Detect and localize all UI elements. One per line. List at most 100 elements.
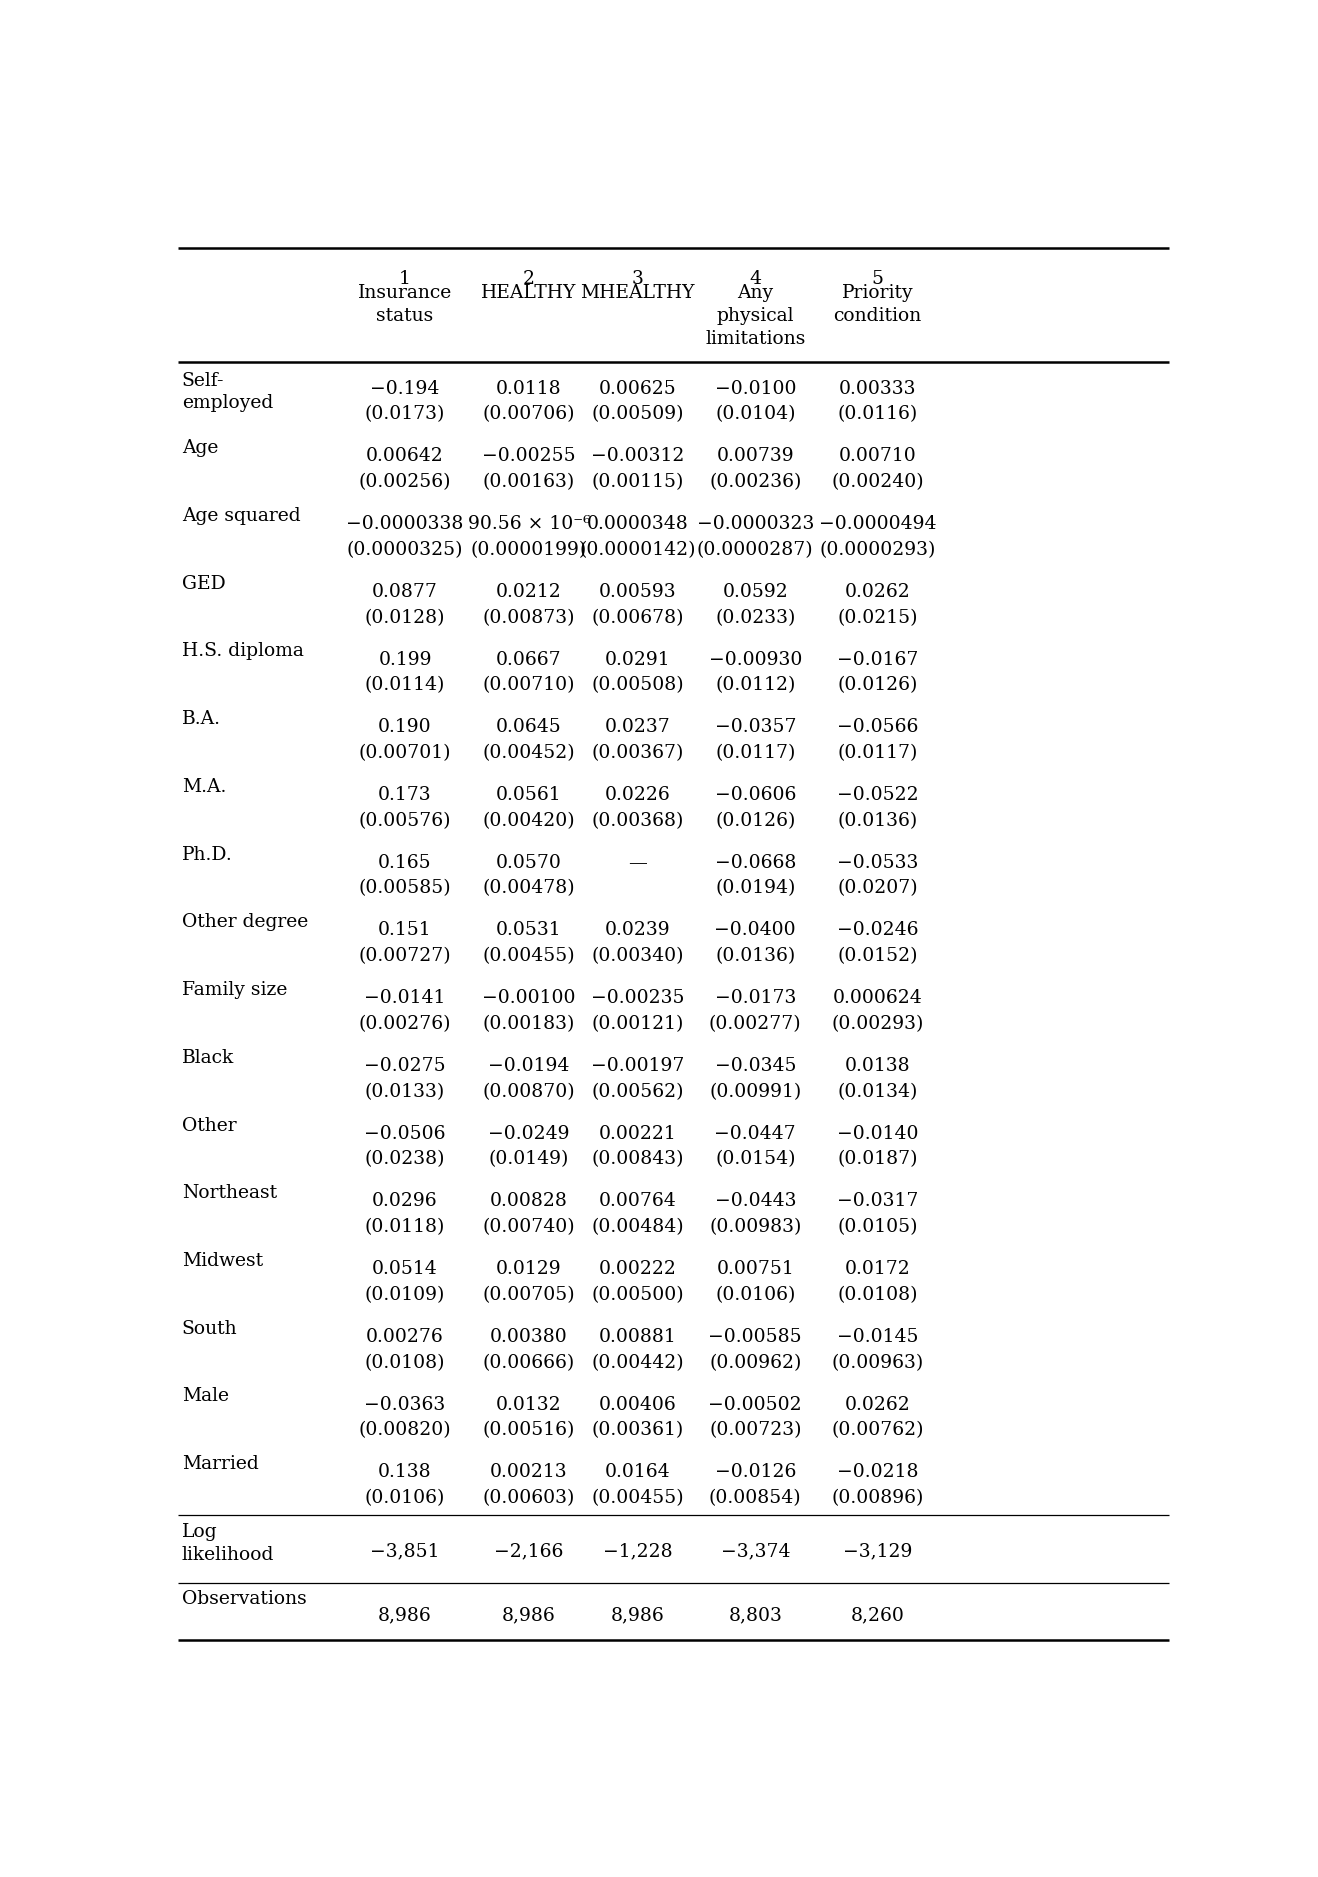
Text: (0.00163): (0.00163) xyxy=(482,473,575,492)
Text: −1,228: −1,228 xyxy=(602,1543,672,1560)
Text: 5: 5 xyxy=(871,270,884,287)
Text: Log
likelihood: Log likelihood xyxy=(182,1522,274,1564)
Text: (0.00508): (0.00508) xyxy=(592,676,684,694)
Text: 0.0212: 0.0212 xyxy=(496,584,561,601)
Text: (0.00367): (0.00367) xyxy=(592,743,684,762)
Text: 0.0645: 0.0645 xyxy=(496,719,561,736)
Text: (0.0233): (0.0233) xyxy=(716,608,796,627)
Text: H.S. diploma: H.S. diploma xyxy=(182,642,303,661)
Text: (0.00963): (0.00963) xyxy=(832,1353,924,1372)
Text: (0.0105): (0.0105) xyxy=(837,1218,919,1237)
Text: (0.00576): (0.00576) xyxy=(358,811,451,830)
Text: (0.0114): (0.0114) xyxy=(365,676,445,694)
Text: −0.00100: −0.00100 xyxy=(482,989,576,1008)
Text: −0.0317: −0.0317 xyxy=(837,1192,919,1211)
Text: (0.00870): (0.00870) xyxy=(482,1083,576,1100)
Text: (0.0134): (0.0134) xyxy=(837,1083,917,1100)
Text: (0.0108): (0.0108) xyxy=(365,1353,445,1372)
Text: (0.0106): (0.0106) xyxy=(365,1488,445,1507)
Text: (0.00762): (0.00762) xyxy=(832,1421,924,1440)
Text: (0.00962): (0.00962) xyxy=(709,1353,801,1372)
Text: −0.0000323: −0.0000323 xyxy=(697,514,815,533)
Text: 0.00751: 0.00751 xyxy=(717,1259,795,1278)
Text: 0.173: 0.173 xyxy=(378,786,432,803)
Text: 0.00881: 0.00881 xyxy=(598,1327,676,1346)
Text: −0.0566: −0.0566 xyxy=(837,719,919,736)
Text: 0.0514: 0.0514 xyxy=(372,1259,438,1278)
Text: (0.00710): (0.00710) xyxy=(482,676,575,694)
Text: 0.00625: 0.00625 xyxy=(598,379,676,398)
Text: 0.0172: 0.0172 xyxy=(845,1259,911,1278)
Text: (0.0238): (0.0238) xyxy=(365,1151,445,1167)
Text: 0.00276: 0.00276 xyxy=(366,1327,444,1346)
Text: (0.00500): (0.00500) xyxy=(592,1286,684,1305)
Text: (0.00420): (0.00420) xyxy=(482,811,576,830)
Text: −0.0533: −0.0533 xyxy=(837,854,919,871)
Text: (0.0000325): (0.0000325) xyxy=(347,541,463,559)
Text: (0.00368): (0.00368) xyxy=(592,811,684,830)
Text: (0.0136): (0.0136) xyxy=(838,811,917,830)
Text: Observations: Observations xyxy=(182,1590,307,1609)
Text: Age squared: Age squared xyxy=(182,507,301,526)
Text: (0.0194): (0.0194) xyxy=(716,880,796,897)
Text: MHEALTHY: MHEALTHY xyxy=(580,283,695,302)
Text: −0.0000338: −0.0000338 xyxy=(347,514,464,533)
Text: −0.0400: −0.0400 xyxy=(714,922,796,940)
Text: 0.00739: 0.00739 xyxy=(717,447,795,465)
Text: Black: Black xyxy=(182,1049,235,1066)
Text: (0.00820): (0.00820) xyxy=(358,1421,451,1440)
Text: −0.0167: −0.0167 xyxy=(837,651,919,668)
Text: (0.00603): (0.00603) xyxy=(482,1488,575,1507)
Text: −0.0173: −0.0173 xyxy=(714,989,796,1008)
Text: −0.0443: −0.0443 xyxy=(714,1192,796,1211)
Text: (0.00706): (0.00706) xyxy=(482,405,575,424)
Text: (0.0106): (0.0106) xyxy=(716,1286,796,1305)
Text: (0.00115): (0.00115) xyxy=(592,473,684,492)
Text: (0.0116): (0.0116) xyxy=(838,405,917,424)
Text: 90.56 × 10⁻⁶: 90.56 × 10⁻⁶ xyxy=(468,514,590,533)
Text: Self-
employed: Self- employed xyxy=(182,372,273,413)
Text: 0.00333: 0.00333 xyxy=(840,379,916,398)
Text: (0.0109): (0.0109) xyxy=(365,1286,445,1305)
Text: 0.0262: 0.0262 xyxy=(845,584,911,601)
Text: Priority
condition: Priority condition xyxy=(833,283,921,325)
Text: 0.00593: 0.00593 xyxy=(598,584,676,601)
Text: (0.00585): (0.00585) xyxy=(358,880,451,897)
Text: −0.00255: −0.00255 xyxy=(482,447,576,465)
Text: 0.0667: 0.0667 xyxy=(496,651,561,668)
Text: 8,260: 8,260 xyxy=(851,1607,904,1624)
Text: 0.0237: 0.0237 xyxy=(605,719,671,736)
Text: −0.0246: −0.0246 xyxy=(837,922,919,940)
Text: (0.0118): (0.0118) xyxy=(365,1218,445,1237)
Text: 2: 2 xyxy=(523,270,535,287)
Text: (0.00705): (0.00705) xyxy=(482,1286,576,1305)
Text: (0.00293): (0.00293) xyxy=(832,1015,924,1032)
Text: (0.0000199): (0.0000199) xyxy=(471,541,587,559)
Text: −3,129: −3,129 xyxy=(844,1543,912,1560)
Text: (0.00478): (0.00478) xyxy=(482,880,576,897)
Text: −0.0363: −0.0363 xyxy=(364,1396,445,1413)
Text: (0.00727): (0.00727) xyxy=(358,948,451,965)
Text: 0.0262: 0.0262 xyxy=(845,1396,911,1413)
Text: 0.151: 0.151 xyxy=(378,922,432,940)
Text: 0.0118: 0.0118 xyxy=(496,379,561,398)
Text: 0.00380: 0.00380 xyxy=(490,1327,568,1346)
Text: (0.0187): (0.0187) xyxy=(837,1151,919,1167)
Text: 0.0226: 0.0226 xyxy=(605,786,671,803)
Text: 0.00828: 0.00828 xyxy=(490,1192,568,1211)
Text: 0.0132: 0.0132 xyxy=(496,1396,561,1413)
Text: (0.0126): (0.0126) xyxy=(837,676,917,694)
Text: (0.0104): (0.0104) xyxy=(716,405,796,424)
Text: (0.00562): (0.00562) xyxy=(592,1083,684,1100)
Text: 0.199: 0.199 xyxy=(378,651,432,668)
Text: 8,986: 8,986 xyxy=(502,1607,556,1624)
Text: 0.00710: 0.00710 xyxy=(838,447,916,465)
Text: 0.0592: 0.0592 xyxy=(722,584,788,601)
Text: 0.165: 0.165 xyxy=(378,854,432,871)
Text: −0.0345: −0.0345 xyxy=(714,1057,796,1076)
Text: −0.0668: −0.0668 xyxy=(714,854,796,871)
Text: (0.00442): (0.00442) xyxy=(592,1353,684,1372)
Text: −0.0522: −0.0522 xyxy=(837,786,919,803)
Text: GED: GED xyxy=(182,574,225,593)
Text: −0.0275: −0.0275 xyxy=(364,1057,445,1076)
